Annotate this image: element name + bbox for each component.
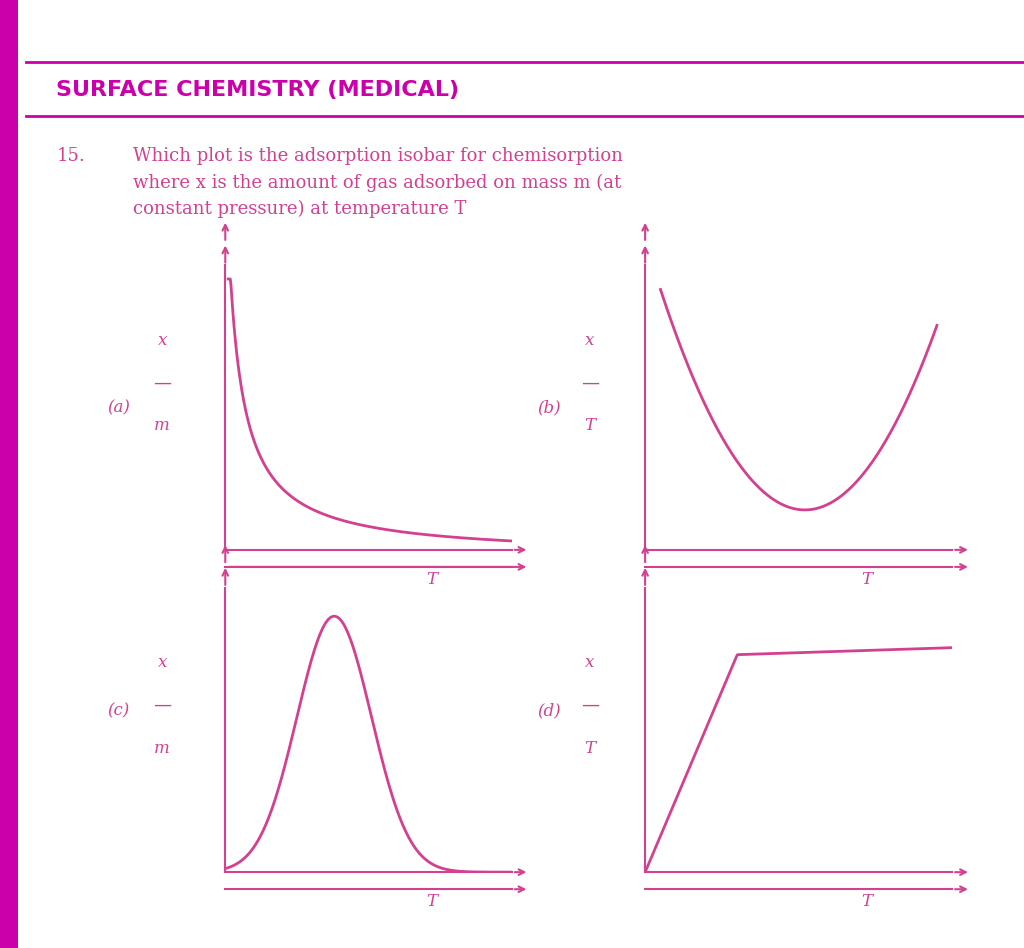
Text: 15.: 15. — [56, 147, 85, 165]
Text: T: T — [861, 571, 871, 588]
Text: T: T — [426, 893, 437, 910]
Text: constant pressure) at temperature T: constant pressure) at temperature T — [133, 200, 467, 218]
Text: T: T — [861, 893, 871, 910]
Text: SURFACE CHEMISTRY (MEDICAL): SURFACE CHEMISTRY (MEDICAL) — [56, 80, 460, 100]
Text: T: T — [585, 417, 595, 434]
Text: —: — — [154, 696, 171, 714]
Text: m: m — [155, 417, 170, 434]
Text: T: T — [426, 571, 437, 588]
Text: Which plot is the adsorption isobar for chemisorption: Which plot is the adsorption isobar for … — [133, 147, 623, 165]
Text: x: x — [585, 332, 595, 349]
Text: x: x — [158, 332, 167, 349]
Text: (d): (d) — [538, 702, 561, 720]
Text: T: T — [585, 739, 595, 757]
Text: where x is the amount of gas adsorbed on mass m (at: where x is the amount of gas adsorbed on… — [133, 173, 622, 191]
Text: —: — — [154, 374, 171, 392]
Text: —: — — [581, 696, 599, 714]
Text: x: x — [585, 654, 595, 671]
Text: x: x — [158, 654, 167, 671]
Text: (b): (b) — [538, 399, 561, 416]
Text: (c): (c) — [108, 702, 130, 720]
Text: m: m — [155, 739, 170, 757]
Text: (a): (a) — [108, 399, 130, 416]
Text: —: — — [581, 374, 599, 392]
